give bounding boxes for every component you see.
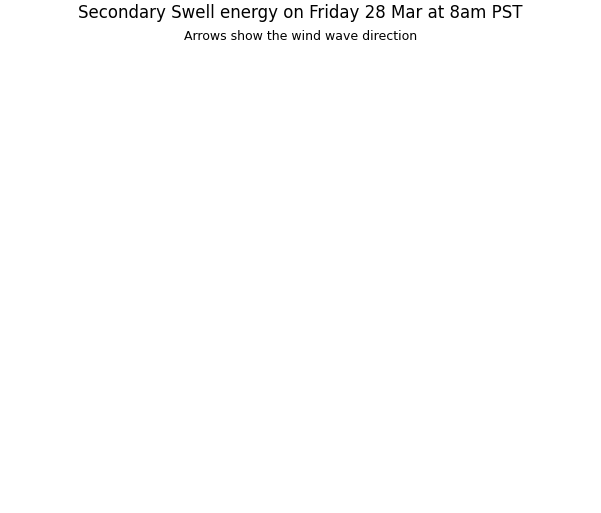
Text: Secondary Swell energy on Friday 28 Mar at 8am PST: Secondary Swell energy on Friday 28 Mar … [78,4,523,22]
Text: Arrows show the wind wave direction: Arrows show the wind wave direction [184,30,417,44]
